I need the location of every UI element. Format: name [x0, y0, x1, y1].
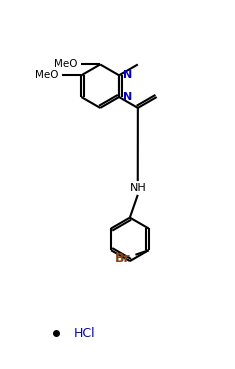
Text: MeO: MeO: [35, 70, 59, 80]
Text: N: N: [123, 70, 132, 80]
Text: NH: NH: [129, 183, 146, 193]
Text: N: N: [123, 92, 132, 102]
Text: MeO: MeO: [54, 59, 78, 69]
Text: HCl: HCl: [74, 327, 95, 340]
Text: Br: Br: [115, 252, 130, 265]
